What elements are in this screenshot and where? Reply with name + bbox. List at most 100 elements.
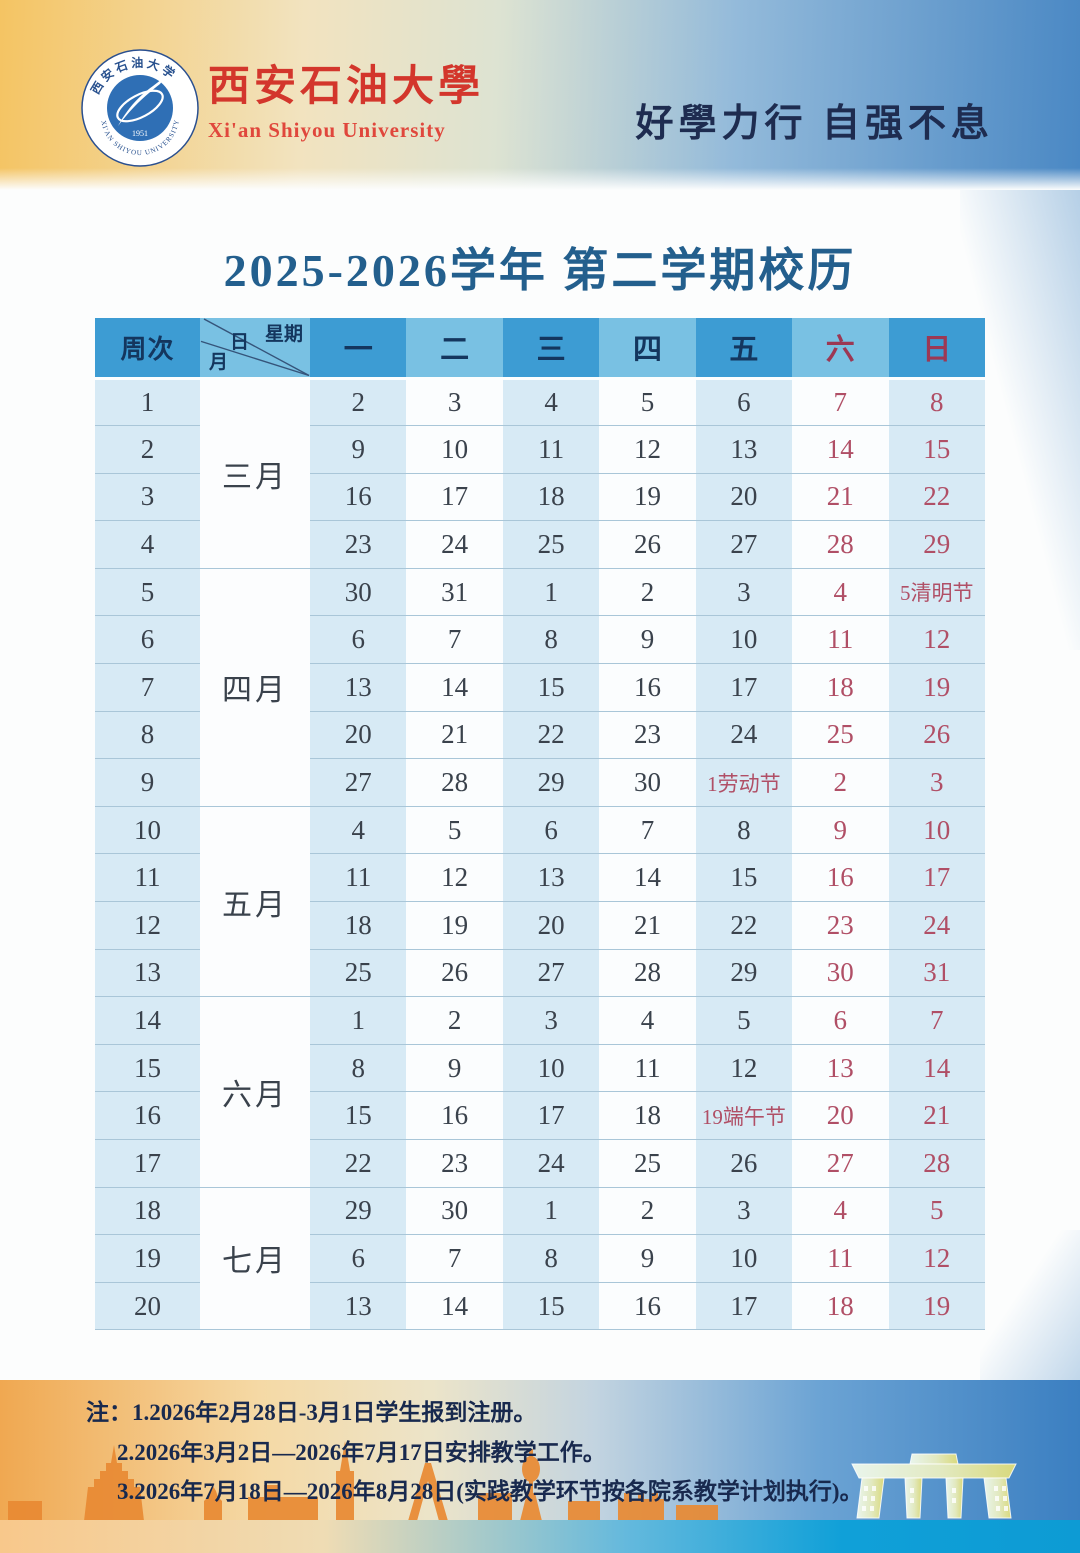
- date-cell: 1: [310, 996, 407, 1045]
- date-cell: 13: [695, 425, 793, 474]
- date-cell: 29: [502, 758, 600, 807]
- university-motto: 好學力行 自强不息: [635, 103, 994, 145]
- university-logo: 西安石油大学 XI'AN SHIYOU UNIVERSITY 1951: [80, 48, 200, 168]
- date-cell: 20: [792, 1091, 889, 1140]
- calendar-week-row: 11 11 12 13 14 15 16 17: [95, 853, 985, 903]
- week-number: 12: [95, 901, 201, 950]
- calendar-week-row: 3 16 17 18 19 20 21 22: [95, 473, 985, 522]
- university-seal-icon: 西安石油大学 XI'AN SHIYOU UNIVERSITY 1951: [81, 49, 199, 167]
- week-number: 13: [95, 949, 201, 998]
- date-cell: 22: [888, 473, 985, 522]
- calendar-week-row: 18 七月 29 30 1 2 3 4 5: [95, 1187, 985, 1331]
- date-cell: 20: [502, 901, 600, 950]
- footer-bottom-strip: [0, 1520, 1080, 1553]
- date-cell: 31: [406, 568, 503, 617]
- date-cell: 5: [599, 378, 696, 427]
- date-cell: 10: [695, 615, 793, 665]
- date-cell: 15: [310, 1091, 407, 1140]
- week-number: 16: [95, 1091, 201, 1140]
- date-cell: 13: [310, 1282, 407, 1331]
- date-cell: 3: [695, 1187, 793, 1236]
- weekday-header-sat: 六: [792, 318, 889, 380]
- date-cell: 4: [599, 996, 696, 1045]
- date-cell: 8: [310, 1044, 407, 1093]
- date-cell: 3: [695, 568, 793, 617]
- date-cell: 23: [310, 520, 407, 569]
- calendar-week-row: 1 三月 2 3 4 5 6 7 8: [95, 378, 985, 569]
- date-cell: 12: [599, 425, 696, 474]
- date-cell: 30: [792, 949, 889, 998]
- date-cell: 16: [792, 853, 889, 903]
- date-cell: 26: [888, 711, 985, 760]
- date-cell: 26: [695, 1139, 793, 1188]
- date-cell: 24: [406, 520, 503, 569]
- date-cell: 15: [502, 1282, 600, 1331]
- date-cell: 3: [406, 378, 503, 427]
- date-cell: 19: [599, 473, 696, 522]
- week-number: 6: [95, 615, 201, 665]
- date-cell: 4: [792, 568, 889, 617]
- week-number: 14: [95, 996, 201, 1045]
- week-number: 7: [95, 663, 201, 712]
- date-cell: 24: [502, 1139, 600, 1188]
- date-cell: 18: [502, 473, 600, 522]
- weekday-header-sun: 日: [888, 318, 985, 380]
- date-cell: 21: [792, 473, 889, 522]
- week-column-header: 周次: [95, 318, 201, 380]
- date-cell: 9: [599, 615, 696, 665]
- date-cell: 1: [502, 1187, 600, 1236]
- date-cell: 23: [599, 711, 696, 760]
- calendar-week-row: 14 六月 1 2 3 4 5 6 7: [95, 996, 985, 1188]
- date-cell: 10: [695, 1234, 793, 1283]
- note-line-2: 2.2026年3月2日—2026年7月17日安排教学工作。: [117, 1439, 606, 1465]
- date-cell: 10: [888, 806, 985, 855]
- date-cell: 30: [599, 758, 696, 807]
- date-cell: 2: [310, 378, 407, 427]
- university-gate-icon: [851, 1453, 1017, 1519]
- date-cell: 25: [792, 711, 889, 760]
- date-cell: 5: [888, 1187, 985, 1236]
- date-cell: 17: [502, 1091, 600, 1140]
- banner-fade: [0, 168, 1080, 190]
- weekday-header-wed: 三: [502, 318, 600, 380]
- calendar-week-row: 19 6 7 8 9 10 11 12: [95, 1234, 985, 1283]
- date-cell: 22: [695, 901, 793, 950]
- corner-day-label: 日: [230, 332, 250, 353]
- date-cell: 22: [502, 711, 600, 760]
- date-cell: 27: [502, 949, 600, 998]
- corner-weekday-label: 星期: [265, 324, 304, 345]
- date-cell: 23: [406, 1139, 503, 1188]
- holiday-date-cell: 19端午节: [695, 1091, 793, 1140]
- date-cell: 6: [792, 996, 889, 1045]
- date-cell: 15: [695, 853, 793, 903]
- date-cell: 24: [695, 711, 793, 760]
- week-number: 3: [95, 473, 201, 522]
- calendar-week-row: 8 20 21 22 23 24 25 26: [95, 711, 985, 760]
- calendar-week-row: 13 25 26 27 28 29 30 31: [95, 949, 985, 998]
- notes-block: 注：1.2026年2月28日-3月1日学生报到注册。 2.2026年3月2日—2…: [86, 1393, 863, 1512]
- calendar-week-row: 15 8 9 10 11 12 13 14: [95, 1044, 985, 1093]
- week-number: 18: [95, 1187, 201, 1236]
- date-cell: 14: [406, 663, 503, 712]
- date-cell: 26: [599, 520, 696, 569]
- date-cell: 8: [695, 806, 793, 855]
- week-number: 1: [95, 378, 201, 427]
- university-name-en: Xi'an Shiyou University: [208, 118, 446, 143]
- date-cell: 5: [695, 996, 793, 1045]
- week-number: 5: [95, 568, 201, 617]
- date-cell: 28: [792, 520, 889, 569]
- date-cell: 4: [502, 378, 600, 427]
- date-cell: 28: [888, 1139, 985, 1188]
- date-cell: 7: [406, 1234, 503, 1283]
- date-cell: 18: [792, 663, 889, 712]
- calendar-header-row: 周次 星期 日 月 一 二 三 四 五 六 日: [95, 318, 985, 380]
- date-cell: 2: [599, 1187, 696, 1236]
- date-cell: 18: [792, 1282, 889, 1331]
- weekday-header-mon: 一: [310, 318, 407, 380]
- week-number: 8: [95, 711, 201, 760]
- date-cell: 12: [888, 615, 985, 665]
- page-title: 2025-2026学年 第二学期校历: [223, 245, 857, 296]
- calendar-table: 周次 星期 日 月 一 二 三 四 五 六 日 1 三月 2 3 4 5 6: [95, 318, 985, 1331]
- date-cell: 14: [406, 1282, 503, 1331]
